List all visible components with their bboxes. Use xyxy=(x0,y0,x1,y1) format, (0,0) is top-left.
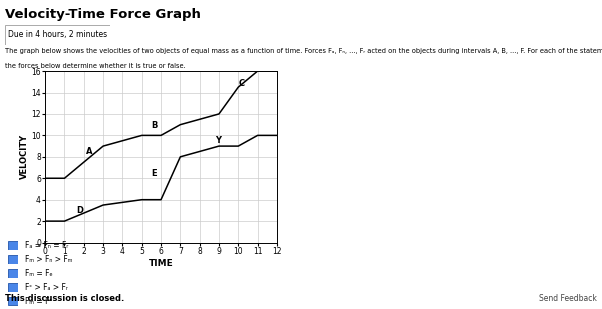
Text: Fₐ = Fₙ = Fᵣ: Fₐ = Fₙ = Fᵣ xyxy=(25,241,69,250)
Text: Due in 4 hours, 2 minutes: Due in 4 hours, 2 minutes xyxy=(8,30,107,39)
Text: Fₘ = Fₑ: Fₘ = Fₑ xyxy=(25,269,53,278)
Text: A: A xyxy=(85,146,92,156)
Text: Y: Y xyxy=(215,136,221,145)
Text: Velocity-Time Force Graph: Velocity-Time Force Graph xyxy=(5,8,200,21)
Text: Fₘ > Fₙ > Fₘ: Fₘ > Fₙ > Fₘ xyxy=(25,255,73,264)
Text: Fₘ = Fᶜ: Fₘ = Fᶜ xyxy=(25,297,52,306)
Text: the forces below determine whether it is true or false.: the forces below determine whether it is… xyxy=(5,63,185,69)
Text: The graph below shows the velocities of two objects of equal mass as a function : The graph below shows the velocities of … xyxy=(5,48,602,54)
Text: B: B xyxy=(151,121,158,130)
Text: This discussion is closed.: This discussion is closed. xyxy=(5,294,124,303)
X-axis label: TIME: TIME xyxy=(149,259,173,268)
Text: Send Feedback: Send Feedback xyxy=(539,294,597,303)
Text: D: D xyxy=(76,205,83,214)
Text: C: C xyxy=(238,79,244,88)
Text: E: E xyxy=(151,169,157,178)
Y-axis label: VELOCITY: VELOCITY xyxy=(20,134,28,180)
Text: Fᶜ > Fₐ > Fᵣ: Fᶜ > Fₐ > Fᵣ xyxy=(25,283,68,292)
